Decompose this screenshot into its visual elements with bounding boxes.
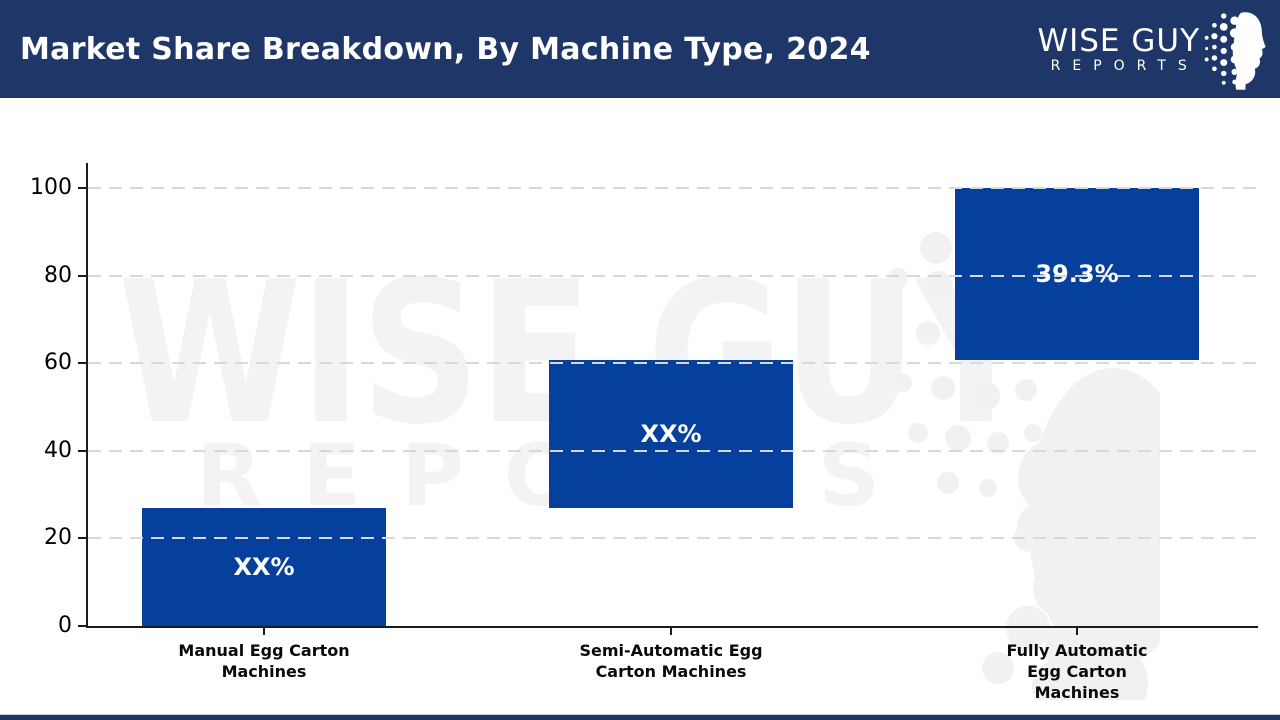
y-axis-line	[86, 163, 88, 628]
y-tick-label: 80	[44, 262, 72, 288]
y-tick-label: 40	[44, 437, 72, 463]
y-tick	[78, 362, 86, 365]
y-gridline	[88, 187, 1258, 189]
x-category-label-line: Machines	[1034, 683, 1120, 702]
y-tick-label: 0	[58, 613, 72, 638]
y-gridline	[88, 362, 1258, 365]
x-category-label-line: Manual Egg Carton	[178, 641, 350, 660]
bar-segment: XX%	[142, 507, 386, 626]
bar-segment: 39.3%	[955, 188, 1199, 361]
x-category-label-line: Fully Automatic	[1006, 641, 1148, 660]
logo-name: WISE GUY	[1037, 22, 1200, 59]
logo-head-icon	[1204, 12, 1266, 90]
x-category-label-line: Semi-Automatic Egg	[579, 641, 763, 660]
y-gridline	[88, 274, 1258, 277]
y-tick	[78, 274, 86, 277]
y-gridline	[88, 537, 1258, 540]
footer-band	[0, 715, 1280, 720]
logo-text: WISE GUY REPORTS	[1037, 22, 1200, 74]
y-tick	[78, 449, 86, 452]
bar-value-label: XX%	[233, 552, 295, 581]
logo-subtitle: REPORTS	[1050, 57, 1199, 74]
x-category-label: Fully Automatic Egg Carton Machines	[907, 640, 1247, 703]
x-category-label-line: Egg Carton	[1027, 662, 1127, 681]
y-tick-label: 60	[44, 350, 72, 376]
wise-guy-reports-logo: WISE GUY REPORTS	[1037, 7, 1280, 91]
footer-divider	[0, 714, 1280, 715]
x-axis-line	[86, 626, 1258, 628]
x-category-label: Manual Egg Carton Machines	[94, 640, 434, 682]
x-tick	[1076, 628, 1078, 635]
x-category-label-line: Carton Machines	[595, 662, 747, 681]
x-category-label: Semi-Automatic Egg Carton Machines	[501, 640, 841, 682]
x-tick	[670, 628, 672, 635]
y-tick	[78, 625, 86, 627]
y-tick-label: 100	[30, 175, 72, 200]
y-tick	[78, 187, 86, 189]
header-band: Market Share Breakdown, By Machine Type,…	[0, 0, 1280, 98]
page-title: Market Share Breakdown, By Machine Type,…	[20, 31, 871, 67]
y-tick-label: 20	[44, 525, 72, 551]
y-gridline	[88, 449, 1258, 452]
x-category-label-line: Machines	[221, 662, 307, 681]
bar-segment: XX%	[549, 360, 793, 508]
x-tick	[263, 628, 265, 635]
y-tick	[78, 537, 86, 540]
bar-value-label: 39.3%	[1035, 260, 1119, 289]
bar-value-label: XX%	[640, 419, 702, 448]
